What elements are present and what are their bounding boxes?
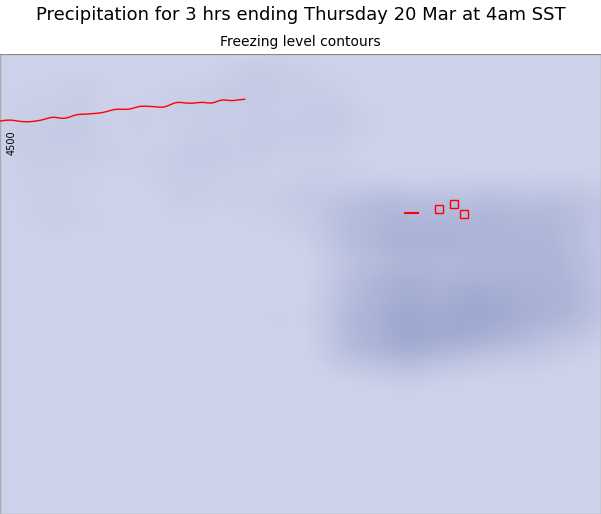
Text: Freezing level contours: Freezing level contours [220, 35, 381, 49]
Text: 4500: 4500 [7, 131, 17, 155]
Text: Precipitation for 3 hrs ending Thursday 20 Mar at 4am SST: Precipitation for 3 hrs ending Thursday … [35, 6, 566, 24]
